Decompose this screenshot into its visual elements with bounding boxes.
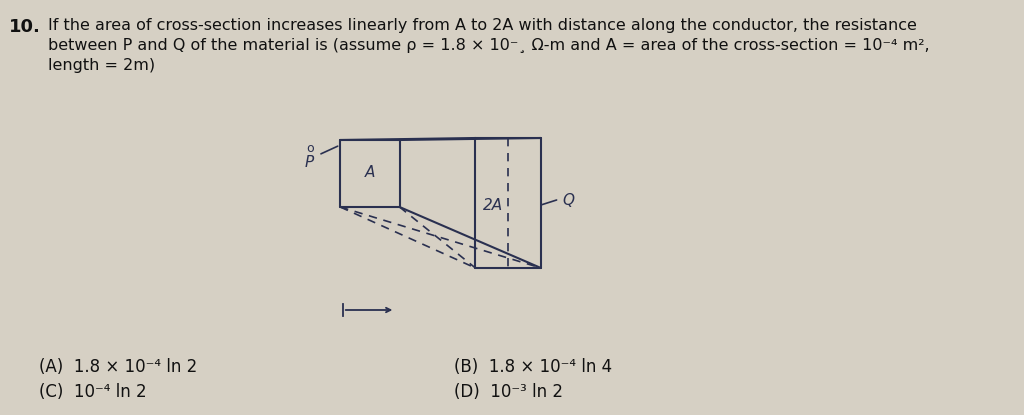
Text: between P and Q of the material is (assume ρ = 1.8 × 10⁻¸ Ω-m and A = area of th: between P and Q of the material is (assu… [48, 38, 930, 53]
Text: P: P [305, 154, 314, 169]
Text: 2A: 2A [483, 198, 503, 212]
Text: A: A [365, 164, 375, 180]
Text: o: o [306, 142, 313, 154]
Text: (D)  10⁻³ ln 2: (D) 10⁻³ ln 2 [454, 383, 562, 401]
Text: 10.: 10. [9, 18, 41, 36]
Text: (B)  1.8 × 10⁻⁴ ln 4: (B) 1.8 × 10⁻⁴ ln 4 [454, 358, 611, 376]
Text: If the area of cross-section increases linearly from A to 2A with distance along: If the area of cross-section increases l… [48, 18, 916, 33]
Text: (A)  1.8 × 10⁻⁴ ln 2: (A) 1.8 × 10⁻⁴ ln 2 [39, 358, 198, 376]
Text: (C)  10⁻⁴ ln 2: (C) 10⁻⁴ ln 2 [39, 383, 146, 401]
Text: Q: Q [563, 193, 574, 208]
Text: length = 2m): length = 2m) [48, 58, 155, 73]
